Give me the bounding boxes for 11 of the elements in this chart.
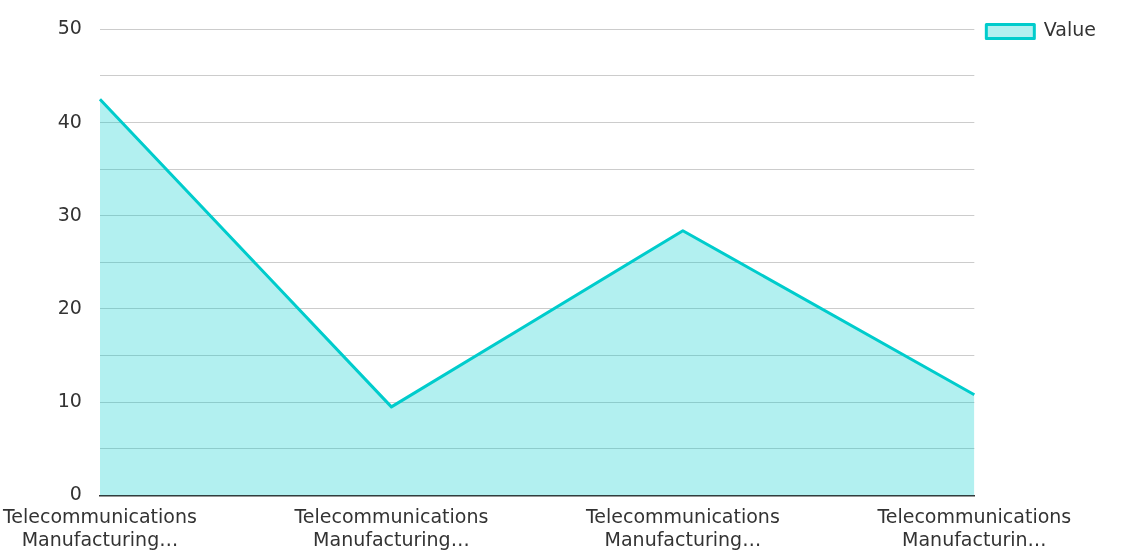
x-tick-label: Telecommunications Manufacturing… (2, 504, 197, 550)
x-tick-label: Telecommunications Manufacturing… (293, 504, 489, 550)
x-tick-label: Telecommunications Manufacturin… (876, 504, 1072, 550)
y-tick-label: 40 (57, 109, 82, 132)
y-tick-label: 30 (57, 202, 82, 225)
legend-label: Value (1043, 18, 1097, 41)
y-tick-label: 10 (57, 389, 82, 412)
x-tick-label: Telecommunications Manufacturing… (584, 504, 780, 550)
y-tick-label: 20 (57, 295, 82, 318)
y-tick-label: 50 (57, 16, 82, 39)
y-tick-label: 0 (69, 482, 82, 505)
